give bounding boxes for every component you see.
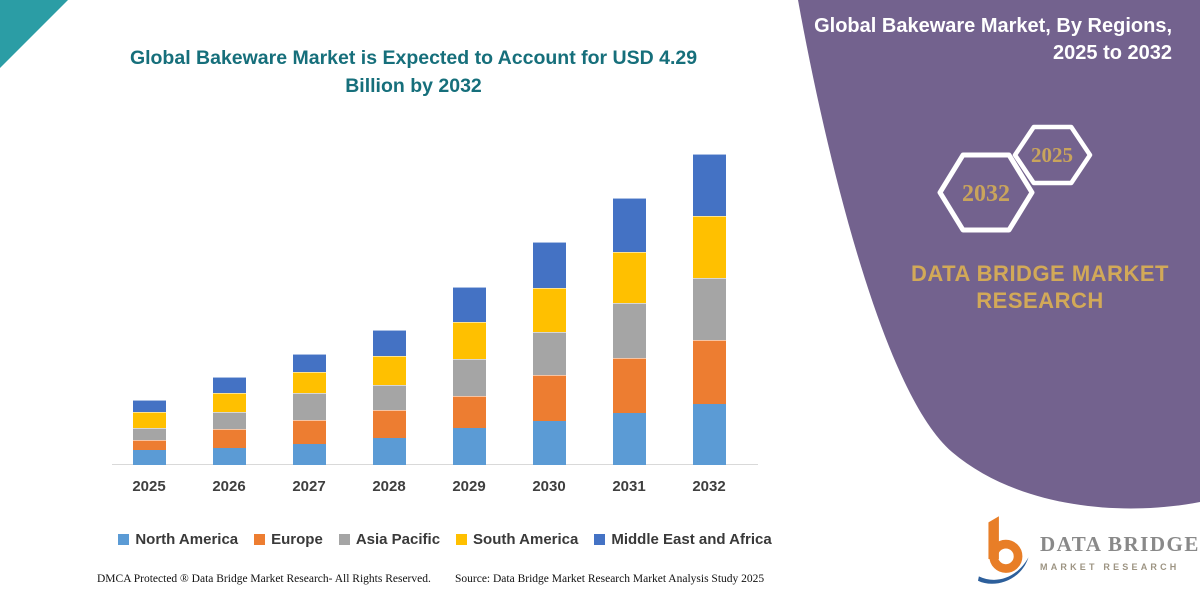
bar-segment-2031-europe [612,358,646,413]
bar-segment-2028-asia-pacific [372,385,406,410]
bar-2030 [532,242,566,465]
bar-2031 [612,198,646,465]
bar-segment-2032-south-america [692,216,726,278]
legend-label: Asia Pacific [355,531,441,548]
bar-segment-2032-europe [692,340,726,404]
x-axis-label-2026: 2026 [212,478,246,495]
logo-b-mark-icon [978,516,1029,584]
footer-copyright: DMCA Protected ® Data Bridge Market Rese… [97,573,431,585]
panel-heading: Global Bakeware Market, By Regions, 2025… [814,15,1172,64]
bar-segment-2026-north-america [212,448,246,465]
bar-segment-2029-south-america [452,322,486,359]
bar-segment-2032-middle-east-and-africa [692,154,726,216]
brand-text: DATA BRIDGE MARKET RESEARCH [911,261,1169,313]
bar-2032 [692,154,726,465]
legend-label: South America [473,531,579,548]
footer-source: Source: Data Bridge Market Research Mark… [455,573,765,585]
legend-swatch-icon [338,534,350,545]
bar-segment-2029-europe [452,396,486,428]
bar-segment-2025-north-america [132,450,166,465]
bar-2026 [212,377,246,465]
bar-segment-2026-europe [212,429,246,448]
bar-segment-2029-asia-pacific [452,359,486,396]
chart-legend: North America Europe Asia Pacific South Ame… [60,531,830,548]
legend-swatch-icon [594,534,606,545]
legend-swatch-icon [254,534,266,545]
bar-segment-2030-north-america [532,421,566,465]
bar-2027 [292,354,326,465]
legend-swatch-icon [118,534,130,545]
legend-swatch-icon [456,534,468,545]
x-axis-label-2025: 2025 [132,478,166,495]
bar-segment-2028-middle-east-and-africa [372,330,406,356]
logo-b-bowl [989,539,1023,573]
x-axis-label-2029: 2029 [452,478,486,495]
bar-segment-2027-south-america [292,372,326,393]
bar-segment-2032-north-america [692,404,726,465]
legend-item-middle-east-and-africa: Middle East and Africa [594,531,772,548]
x-axis-label-2031: 2031 [612,478,646,495]
bar-segment-2030-asia-pacific [532,332,566,375]
purple-blob [798,0,1200,509]
x-axis-label-2028: 2028 [372,478,406,495]
data-bridge-logo: DATA BRIDGE MARKET RESEARCH [978,508,1198,596]
legend-label: North America [135,531,239,548]
bar-segment-2025-asia-pacific [132,428,166,440]
bar-segment-2026-south-america [212,393,246,412]
x-axis-label-2030: 2030 [532,478,566,495]
x-axis-label-2027: 2027 [292,478,326,495]
bar-2029 [452,287,486,465]
bar-segment-2027-north-america [292,444,326,465]
bar-segment-2030-middle-east-and-africa [532,242,566,288]
logo-swoosh-icon [978,557,1029,584]
bar-segment-2028-north-america [372,438,406,465]
bar-segment-2031-middle-east-and-africa [612,198,646,252]
bar-segment-2031-south-america [612,252,646,303]
bar-segment-2027-asia-pacific [292,393,326,420]
corner-triangle-accent [0,0,68,68]
x-axis-label-2032: 2032 [692,478,726,495]
logo-text-block: DATA BRIDGE MARKET RESEARCH [1040,532,1200,572]
bar-segment-2028-south-america [372,356,406,385]
bar-segment-2026-middle-east-and-africa [212,377,246,393]
legend-label: Europe [271,531,323,548]
bar-segment-2029-middle-east-and-africa [452,287,486,322]
bar-segment-2028-europe [372,410,406,438]
bar-2028 [372,330,406,465]
bar-segment-2025-south-america [132,412,166,428]
legend-item-europe: Europe [254,531,323,548]
legend-item-south-america: South America [456,531,578,548]
logo-name: DATA BRIDGE [1040,532,1200,556]
logo-subtitle: MARKET RESEARCH [1040,562,1180,572]
bar-segment-2027-middle-east-and-africa [292,354,326,372]
bar-segment-2025-europe [132,440,166,450]
bar-segment-2026-asia-pacific [212,412,246,429]
bar-segment-2027-europe [292,420,326,444]
plot-area: 2025 2026 2027 2028 2029 2030 2031 2032 [112,154,758,495]
x-axis-line [112,464,758,465]
bar-segment-2031-north-america [612,413,646,465]
bar-segment-2031-asia-pacific [612,303,646,358]
legend-item-north-america: North America [118,531,238,548]
bar-2025 [132,400,166,465]
page-title: Global Bakeware Market is Expected to Ac… [129,47,698,97]
legend-item-asia-pacific: Asia Pacific [338,531,441,548]
legend-label: Middle East and Africa [611,531,772,548]
bar-segment-2030-south-america [532,288,566,332]
bar-segment-2025-middle-east-and-africa [132,400,166,412]
bar-segment-2032-asia-pacific [692,278,726,340]
bar-segment-2029-north-america [452,428,486,465]
bar-segment-2030-europe [532,375,566,421]
